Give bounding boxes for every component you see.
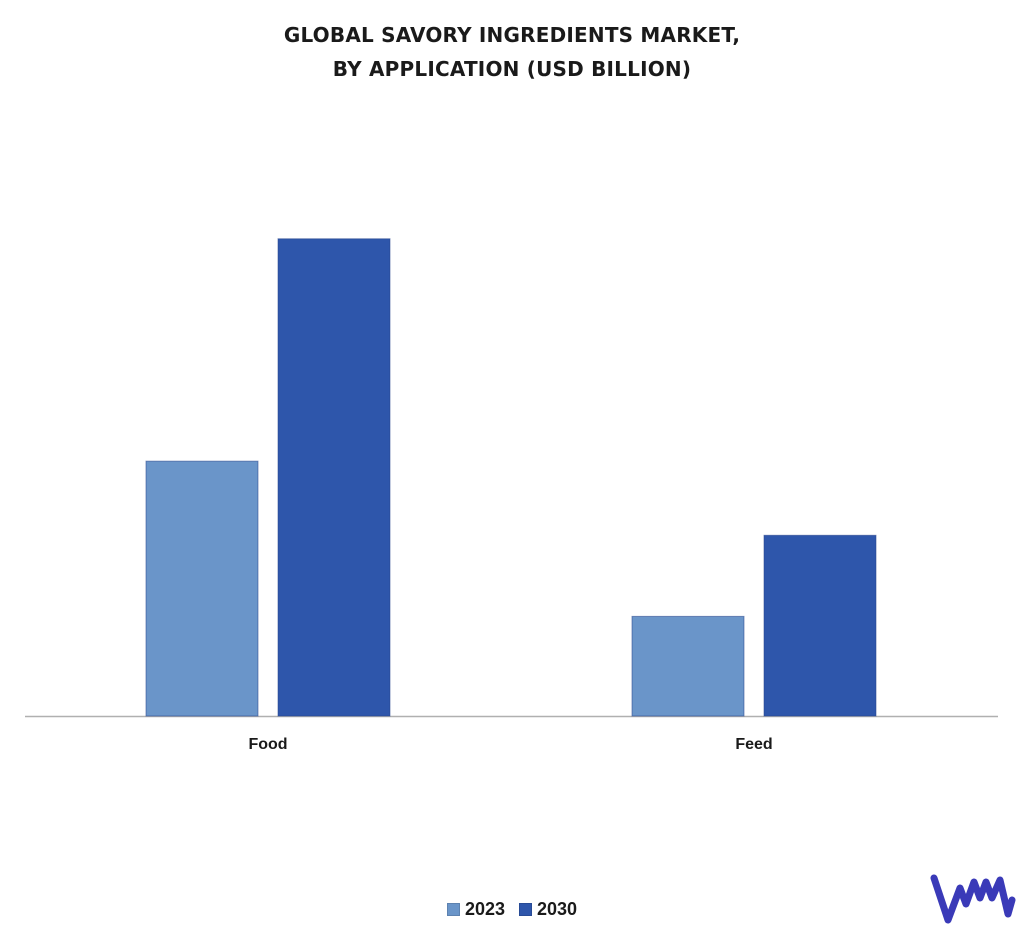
bar-food-2023 bbox=[145, 460, 259, 717]
chart-title-line-1: GLOBAL SAVORY INGREDIENTS MARKET, bbox=[283, 23, 741, 47]
legend-item-2030: 2030 bbox=[519, 899, 577, 920]
chart-title-line-2: BY APPLICATION (USD BILLION) bbox=[332, 57, 692, 81]
legend-swatch-2030 bbox=[519, 903, 532, 916]
bar-feed-2030 bbox=[763, 534, 877, 717]
chart-title: GLOBAL SAVORY INGREDIENTS MARKET, BY APP… bbox=[0, 18, 1024, 86]
chart-legend: 2023 2030 bbox=[0, 899, 1024, 920]
x-tick-label-feed: Feed bbox=[735, 736, 772, 753]
legend-label-2023: 2023 bbox=[464, 899, 505, 919]
bar-feed-2023 bbox=[631, 615, 745, 717]
legend-label-2030: 2030 bbox=[537, 899, 578, 919]
vmr-logo-icon bbox=[930, 874, 1016, 924]
bar-food-2030 bbox=[277, 238, 391, 717]
legend-swatch-2023 bbox=[446, 903, 460, 916]
x-tick-label-food: Food bbox=[248, 736, 287, 753]
legend-item-2023: 2023 bbox=[446, 899, 505, 920]
